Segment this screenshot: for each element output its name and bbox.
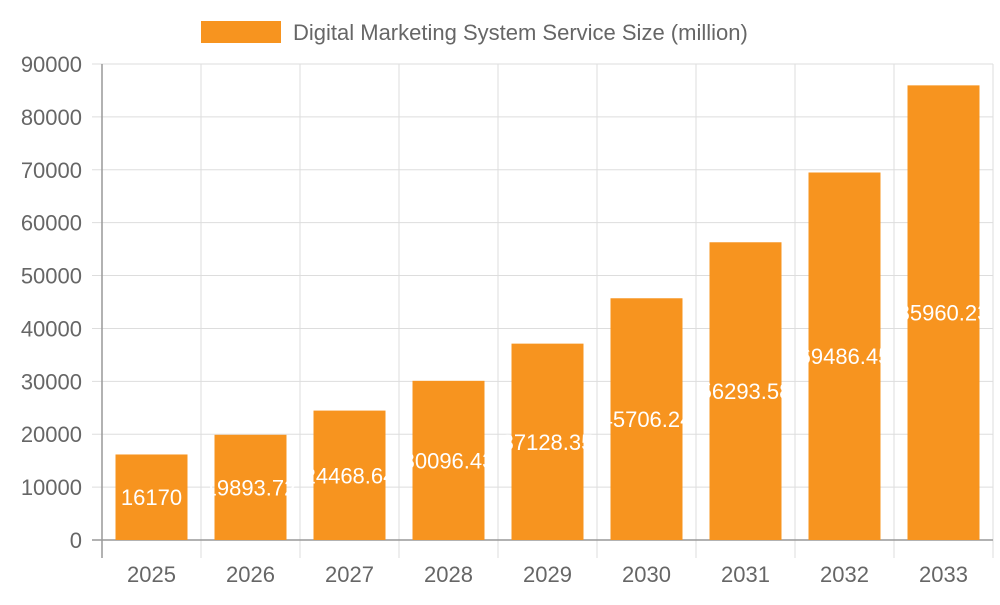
y-tick-label: 20000: [21, 422, 82, 447]
legend-label[interactable]: Digital Marketing System Service Size (m…: [293, 20, 748, 45]
y-tick-label: 10000: [21, 475, 82, 500]
y-tick-label: 30000: [21, 369, 82, 394]
bar-2031: [709, 242, 782, 540]
data-label: 16170: [121, 485, 182, 510]
data-label: 45706.24: [601, 407, 693, 432]
x-tick-label: 2025: [127, 562, 176, 587]
y-tick-label: 70000: [21, 158, 82, 183]
bar-2032: [808, 172, 881, 540]
data-label: 24468.64: [304, 463, 396, 488]
x-tick-label: 2027: [325, 562, 374, 587]
y-tick-label: 90000: [21, 52, 82, 77]
bar-2030: [610, 298, 683, 540]
data-label: 56293.58: [700, 379, 792, 404]
legend-swatch[interactable]: [201, 21, 281, 43]
bar-2033: [907, 85, 980, 540]
x-tick-label: 2029: [523, 562, 572, 587]
data-label: 30096.43: [403, 448, 495, 473]
bar-2026: [214, 434, 287, 540]
data-label: 69486.45: [799, 344, 891, 369]
x-tick-label: 2032: [820, 562, 869, 587]
bar-2028: [412, 380, 485, 540]
y-tick-label: 50000: [21, 264, 82, 289]
data-label: 19893.72: [205, 475, 297, 500]
x-tick-label: 2026: [226, 562, 275, 587]
x-tick-label: 2031: [721, 562, 770, 587]
bar-2025: [115, 454, 188, 540]
x-tick-label: 2033: [919, 562, 968, 587]
x-tick-label: 2028: [424, 562, 473, 587]
y-tick-label: 60000: [21, 211, 82, 236]
bar-2029: [511, 343, 584, 540]
data-label: 37128.35: [502, 430, 594, 455]
y-tick-label: 80000: [21, 105, 82, 130]
y-tick-label: 0: [70, 528, 82, 553]
y-tick-label: 40000: [21, 316, 82, 341]
x-tick-label: 2030: [622, 562, 671, 587]
data-label: 85960.23: [898, 301, 990, 326]
bar-2027: [313, 410, 386, 540]
